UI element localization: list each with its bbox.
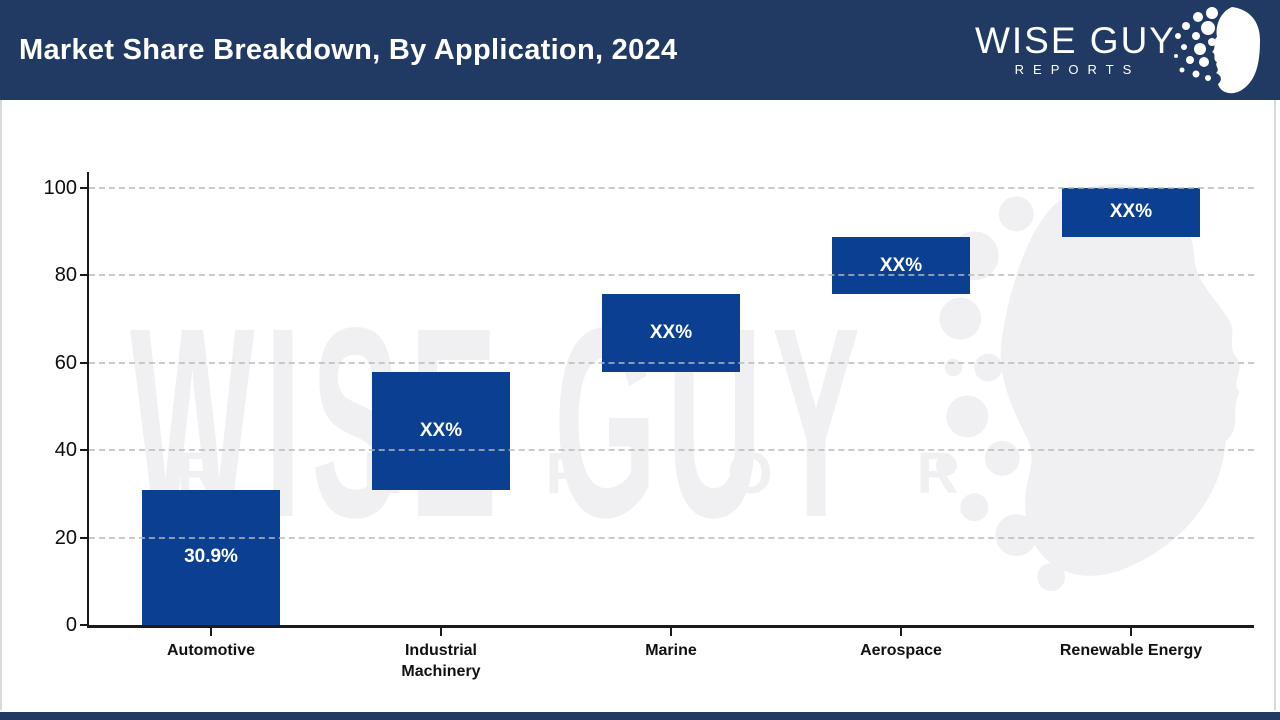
bar-value-label: XX% — [879, 254, 923, 276]
y-tick-label-20: 20 — [54, 526, 77, 549]
bar-aerospace: XX% — [832, 236, 970, 295]
bar-value-label: XX% — [1109, 201, 1153, 223]
x-tick-label-3: Aerospace — [860, 642, 942, 659]
y-tick-label-80: 80 — [54, 264, 77, 286]
y-tick-40 — [80, 449, 87, 451]
y-axis — [87, 172, 89, 628]
logo-wordmark: WISE GUY — [974, 20, 1176, 61]
x-tick-label-0: Automotive — [167, 642, 255, 659]
x-axis — [87, 625, 1254, 628]
y-tick-80 — [80, 274, 87, 276]
bar-industrial-machinery: XX% — [372, 372, 510, 490]
y-tick-label-60: 60 — [54, 351, 77, 374]
x-tick-4 — [1130, 628, 1132, 636]
chart-canvas: WISE GUY R E P O R T S 30.9% XX% XX% XX% XX%… — [0, 100, 1280, 710]
y-tick-100 — [80, 186, 87, 189]
wise-guy-logo: WISE GUY REPORTS — [975, 0, 1266, 100]
bar-value-label: XX% — [419, 419, 463, 441]
bar-value-label: XX% — [649, 322, 693, 344]
x-tick-1 — [440, 628, 442, 636]
y-tick-20 — [80, 536, 87, 539]
header-bar: Market Share Breakdown, By Application, … — [0, 0, 1280, 100]
y-tick-0 — [80, 624, 87, 626]
y-tick-label-100: 100 — [43, 176, 77, 199]
x-tick-label-2: Marine — [645, 642, 697, 659]
logo-face-icon — [1174, 7, 1260, 94]
y-tick-label-40: 40 — [54, 439, 77, 461]
x-tick-2 — [670, 628, 672, 636]
bar-marine: XX% — [602, 294, 740, 373]
grid-line-80 — [89, 274, 1254, 276]
y-tick-label-0: 0 — [65, 614, 77, 636]
logo-text: WISE GUY REPORTS — [975, 22, 1176, 78]
bar-value-label: 30.9% — [184, 546, 238, 568]
grid-line-60 — [89, 361, 1254, 364]
bar-renewable-energy: XX% — [1062, 187, 1200, 237]
x-tick-label-1: Industrial Machinery — [401, 642, 481, 680]
x-tick-0 — [210, 628, 212, 636]
grid-line-20 — [89, 536, 1254, 539]
logo-subtitle: REPORTS — [1014, 62, 1141, 77]
bar-automotive: 30.9% — [142, 489, 280, 625]
y-tick-60 — [80, 361, 87, 364]
watermark-face-icon — [935, 183, 1240, 592]
footer-bar — [0, 712, 1280, 720]
x-tick-3 — [900, 628, 902, 636]
grid-line-40 — [89, 449, 1254, 451]
page-title: Market Share Breakdown, By Application, … — [19, 33, 678, 66]
grid-line-100 — [89, 186, 1254, 189]
x-tick-label-4: Renewable Energy — [1059, 642, 1203, 659]
